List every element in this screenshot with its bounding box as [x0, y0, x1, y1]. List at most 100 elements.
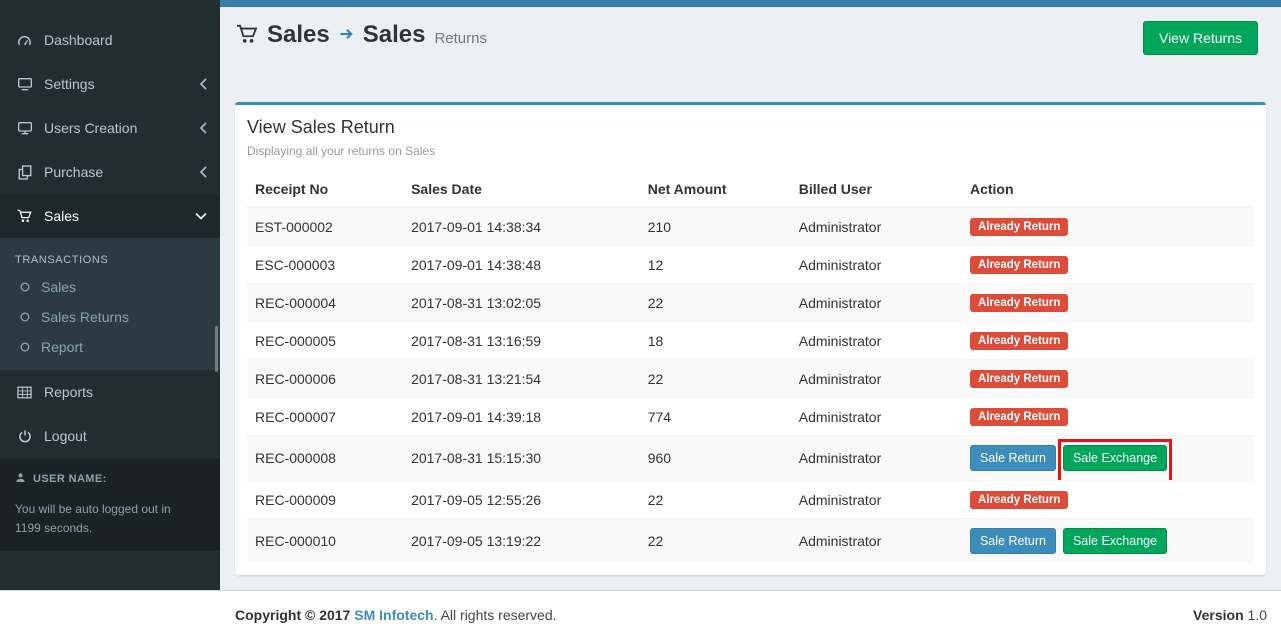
version-label: Version [1193, 607, 1244, 623]
submenu-item-label: Report [41, 339, 84, 355]
cell-net-amount: 18 [639, 321, 791, 360]
sidebar-item-label: Users Creation [44, 120, 138, 136]
sidebar-item-label: Reports [44, 384, 94, 400]
user-name-label-row: USER NAME: [15, 472, 205, 486]
col-header-sales-date: Sales Date [403, 172, 640, 208]
cell-receipt-no: ESC-000003 [247, 245, 404, 284]
cell-billed-user: Administrator [790, 206, 962, 246]
sidebar-item-label: Purchase [44, 164, 104, 180]
sale-exchange-button[interactable]: Sale Exchange [1062, 528, 1168, 554]
already-return-badge: Already Return [969, 218, 1069, 236]
main-content: Sales Sales Returns View Returns View Sa… [220, 7, 1281, 590]
cell-sales-date: 2017-09-01 14:38:48 [403, 245, 640, 284]
sidebar: Dashboard Settings Users Creation [0, 0, 220, 590]
cell-action: Already Return [961, 359, 1254, 398]
view-returns-button[interactable]: View Returns [1142, 21, 1258, 55]
cell-billed-user: Administrator [790, 435, 962, 481]
cell-net-amount: 960 [639, 435, 791, 481]
table-row: REC-000007 2017-09-01 14:39:18 774 Administ… [247, 397, 1254, 436]
cell-action: Already Return [961, 480, 1254, 519]
sidebar-scrollbar-thumb[interactable] [215, 326, 218, 372]
panel-subtitle: Displaying all your returns on Sales [247, 144, 436, 158]
already-return-badge: Already Return [969, 370, 1069, 388]
cell-sales-date: 2017-09-01 14:38:34 [403, 206, 640, 246]
user-icon [15, 472, 26, 486]
company-link[interactable]: SM Infotech [354, 607, 434, 623]
sidebar-item-reports[interactable]: Reports [0, 370, 220, 414]
cell-receipt-no: REC-000005 [247, 321, 404, 360]
sale-return-button[interactable]: Sale Return [969, 445, 1056, 471]
chevron-left-icon [199, 166, 207, 178]
circle-outline-icon [19, 282, 31, 292]
cell-receipt-no: REC-000008 [247, 435, 404, 481]
panel-body: Receipt No Sales Date Net Amount Billed … [235, 162, 1266, 575]
version-value: 1.0 [1247, 607, 1267, 623]
sale-return-button[interactable]: Sale Return [969, 528, 1056, 554]
cell-billed-user: Administrator [790, 359, 962, 398]
cell-action: Sale Return Sale Exchange [961, 518, 1254, 563]
table-row: REC-000006 2017-08-31 13:21:54 22 Administr… [247, 359, 1254, 398]
col-header-action: Action [961, 172, 1254, 208]
panel-header: View Sales Return Displaying all your re… [235, 105, 1266, 162]
cell-action: Already Return [961, 397, 1254, 436]
cell-net-amount: 210 [639, 206, 791, 246]
cell-action: Already Return [961, 206, 1254, 246]
cell-action: Sale Return Sale Exchange [961, 435, 1254, 481]
users-creation-icon [15, 121, 34, 135]
breadcrumb-suffix: Returns [434, 29, 487, 47]
already-return-badge: Already Return [969, 408, 1069, 426]
cell-billed-user: Administrator [790, 397, 962, 436]
panel-title: View Sales Return [247, 117, 395, 137]
sidebar-subitem-sales[interactable]: Sales [0, 272, 220, 302]
cell-action: Already Return [961, 245, 1254, 284]
sales-return-panel: View Sales Return Displaying all your re… [235, 102, 1266, 575]
cell-billed-user: Administrator [790, 518, 962, 563]
col-header-billed-user: Billed User [790, 172, 962, 208]
sidebar-item-label: Settings [44, 76, 95, 92]
cell-action: Already Return [961, 283, 1254, 322]
cell-sales-date: 2017-08-31 15:15:30 [403, 435, 640, 481]
cell-net-amount: 22 [639, 359, 791, 398]
sidebar-item-users-creation[interactable]: Users Creation [0, 106, 220, 150]
copyright: Copyright © 2017 SM Infotech. All rights… [235, 607, 557, 623]
sidebar-item-label: Sales [44, 208, 80, 224]
sale-exchange-button[interactable]: Sale Exchange [1062, 445, 1168, 471]
cell-receipt-no: REC-000010 [247, 518, 404, 563]
cell-billed-user: Administrator [790, 283, 962, 322]
cart-icon [236, 24, 258, 47]
cell-sales-date: 2017-08-31 13:02:05 [403, 283, 640, 322]
cell-sales-date: 2017-08-31 13:21:54 [403, 359, 640, 398]
breadcrumb-primary: Sales [267, 21, 330, 48]
sidebar-item-sales[interactable]: Sales [0, 194, 220, 238]
cell-receipt-no: REC-000009 [247, 480, 404, 519]
cell-net-amount: 12 [639, 245, 791, 284]
cell-receipt-no: REC-000006 [247, 359, 404, 398]
cell-receipt-no: EST-000002 [247, 206, 404, 246]
sidebar-subitem-report[interactable]: Report [0, 332, 220, 362]
power-icon [15, 429, 34, 444]
table-row: REC-000004 2017-08-31 13:02:05 22 Administr… [247, 283, 1254, 322]
sidebar-subitem-sales-returns[interactable]: Sales Returns [0, 302, 220, 332]
table-row: REC-000008 2017-08-31 15:15:30 960 Administ… [247, 435, 1254, 481]
submenu-item-label: Sales [41, 279, 77, 295]
settings-icon [15, 77, 34, 91]
content-header: Sales Sales Returns View Returns [220, 7, 1281, 102]
sales-returns-table-body: EST-000002 2017-09-01 14:38:34 210 Administ… [247, 206, 1254, 563]
table-row: REC-000010 2017-09-05 13:19:22 22 Administr… [247, 518, 1254, 563]
sidebar-item-logout[interactable]: Logout [0, 414, 220, 458]
already-return-badge: Already Return [969, 491, 1069, 509]
footer: Copyright © 2017 SM Infotech. All rights… [0, 590, 1281, 639]
chevron-down-icon [195, 212, 207, 220]
sidebar-item-settings[interactable]: Settings [0, 62, 220, 106]
user-info-block: USER NAME: You will be auto logged out i… [0, 458, 220, 552]
annotation-highlight-box: Sale Exchange [1057, 439, 1173, 481]
table-row: EST-000002 2017-09-01 14:38:34 210 Administ… [247, 206, 1254, 246]
dashboard-icon [15, 33, 34, 48]
table-grid-icon [15, 386, 34, 399]
user-name-label: USER NAME: [33, 473, 107, 485]
sidebar-item-purchase[interactable]: Purchase [0, 150, 220, 194]
auto-logout-notice: You will be auto logged out in 1199 seco… [15, 502, 171, 535]
copyright-text: Copyright © 2017 [235, 607, 351, 623]
sidebar-item-dashboard[interactable]: Dashboard [0, 18, 220, 62]
